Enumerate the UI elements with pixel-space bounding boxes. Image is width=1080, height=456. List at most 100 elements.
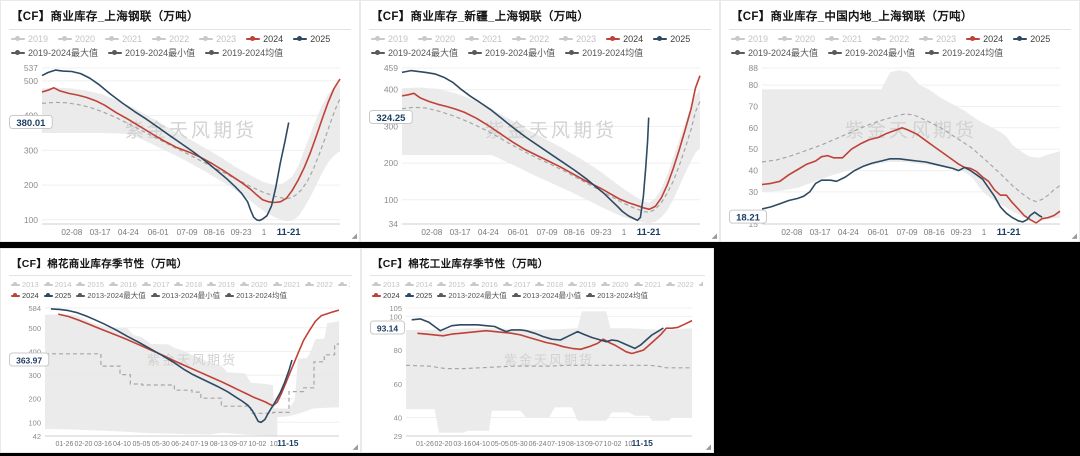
y-axis-tick-label: 500	[24, 76, 38, 86]
legend-item[interactable]: 2020	[239, 280, 268, 289]
x-axis-tick-label: 02-08	[61, 228, 82, 237]
legend-row: 2019-2024最大值 2019-2024最小值 2019-2024均值	[731, 46, 1069, 59]
x-axis-tick-label: 10	[625, 441, 633, 448]
x-axis-tick-label: 09-07	[585, 441, 603, 448]
chart-svg: 459 400 300 200 100 34 紫金天风期货 02-08 03-17 04-24 06…	[369, 63, 701, 238]
legend-item[interactable]: 2025	[404, 291, 432, 300]
legend-item[interactable]: 2024	[246, 34, 283, 44]
legend-item[interactable]: 2019-2024均值	[565, 46, 643, 59]
legend-item[interactable]: 2020	[600, 280, 629, 289]
legend-item[interactable]: 2024	[372, 291, 400, 300]
legend-item[interactable]: 2018	[535, 280, 563, 289]
legend-item[interactable]: 2025	[1013, 34, 1050, 44]
resize-handle-icon[interactable]: ◢	[351, 233, 357, 240]
legend-label: 2024	[22, 291, 39, 300]
minmax-band	[762, 70, 1060, 221]
legend-item[interactable]: 2022	[666, 280, 694, 289]
legend-item[interactable]: 2019	[207, 280, 235, 289]
legend-item[interactable]: 2019-2024均值	[205, 46, 283, 59]
legend-label: 2013-2024最小值	[161, 291, 221, 300]
resize-handle-icon[interactable]: ◢	[352, 444, 358, 451]
chart-plot: 584 500 400 300 200 100 42 紫金天风期货 01-26 02-20 03-1…	[9, 303, 352, 450]
legend-item[interactable]: 2023	[919, 34, 956, 44]
legend-item[interactable]: 2016	[109, 280, 137, 289]
resize-handle-icon[interactable]: ◢	[1071, 233, 1077, 240]
legend-item[interactable]: 2013-2024均值	[225, 290, 287, 301]
resize-handle-icon[interactable]: ◢	[711, 233, 717, 240]
legend-item[interactable]: 2024	[966, 34, 1003, 44]
x-axis-tick-label: 08-16	[204, 228, 225, 237]
current-value-label: 93.14	[377, 324, 399, 334]
legend-item[interactable]: 2019-2024最大值	[371, 46, 458, 59]
legend-item[interactable]: 2025	[43, 291, 71, 300]
legend-item[interactable]: 2013	[11, 280, 39, 289]
legend-item[interactable]: 2019	[11, 34, 48, 44]
x-axis-tick-label: 05-30	[152, 441, 170, 448]
legend-item[interactable]: 2017	[141, 280, 169, 289]
legend-item[interactable]: 2020	[778, 34, 815, 44]
legend-item[interactable]: 2019-2024最大值	[731, 46, 818, 59]
chart-legend: 2019 2020 2021 2022 2023 2024 2025 2019-2024最大值…	[729, 30, 1071, 62]
legend-item[interactable]: 2019-2024最大值	[11, 46, 98, 59]
legend-item[interactable]: 2019	[371, 34, 408, 44]
legend-item[interactable]: 2013-2024最大值	[76, 290, 146, 301]
legend-item[interactable]: 2021	[825, 34, 862, 44]
legend-item[interactable]: 2023	[337, 280, 350, 289]
legend-item[interactable]: 2023	[698, 280, 703, 289]
bottom-chart-row: 【CF】棉花商业库存季节性（万吨） 2013 2014 2015 2016 2017 20…	[0, 248, 1080, 453]
legend-item[interactable]: 2019-2024均值	[925, 46, 1003, 59]
legend-marker-icon	[11, 293, 20, 297]
legend-marker-icon	[404, 282, 414, 286]
legend-item[interactable]: 2019-2024最小值	[828, 46, 915, 59]
legend-item[interactable]: 2015	[76, 280, 104, 289]
legend-label: 2014	[415, 280, 433, 289]
legend-item[interactable]: 2022	[305, 280, 333, 289]
legend-item[interactable]: 2014	[43, 280, 71, 289]
x-axis-tick-label: 03-16	[94, 441, 112, 448]
legend-label: 2022	[677, 280, 694, 289]
legend-item[interactable]: 2013-2024最大值	[437, 290, 507, 301]
legend-item[interactable]: 2016	[470, 280, 498, 289]
legend-item[interactable]: 2024	[11, 291, 39, 300]
legend-item[interactable]: 2018	[174, 280, 202, 289]
legend-item[interactable]: 2020	[418, 34, 455, 44]
legend-item[interactable]: 2014	[404, 280, 433, 289]
legend-item[interactable]: 2023	[199, 34, 236, 44]
legend-item[interactable]: 2024	[606, 34, 643, 44]
legend-item[interactable]: 2013-2024最小值	[511, 290, 581, 301]
y-axis-tick-label: 15	[749, 219, 759, 229]
legend-item[interactable]: 2019-2024最小值	[468, 46, 555, 59]
legend-marker-icon	[606, 36, 621, 41]
legend-item[interactable]: 2022	[872, 34, 909, 44]
legend-item[interactable]: 2025	[653, 34, 690, 44]
x-axis-tick-label: 09-23	[951, 228, 972, 237]
chart-legend: 2019 2020 2021 2022 2023 2024 2025 2019-2024最大值…	[9, 30, 351, 62]
legend-item[interactable]: 2022	[512, 34, 549, 44]
legend-item[interactable]: 2013	[372, 280, 400, 289]
legend-marker-icon	[207, 282, 217, 286]
x-axis-tick-label: 01-26	[55, 441, 73, 448]
legend-item[interactable]: 2013-2024均值	[586, 290, 648, 301]
legend-item[interactable]: 2015	[437, 280, 465, 289]
legend-item[interactable]: 2021	[272, 280, 300, 289]
legend-item[interactable]: 2020	[58, 34, 95, 44]
minmax-band	[406, 311, 692, 433]
legend-item[interactable]: 2019	[731, 34, 768, 44]
legend-item[interactable]: 2025	[293, 34, 330, 44]
x-axis-tick-label: 1	[622, 228, 627, 237]
legend-label: 2021	[482, 34, 503, 44]
resize-handle-icon[interactable]: ◢	[705, 444, 711, 451]
legend-item[interactable]: 2021	[105, 34, 142, 44]
legend-label: 2023	[216, 34, 237, 44]
legend-item[interactable]: 2021	[465, 34, 502, 44]
x-axis-tick-label: 08-16	[924, 228, 945, 237]
legend-item[interactable]: 2022	[152, 34, 189, 44]
legend-item[interactable]: 2017	[502, 280, 530, 289]
legend-item[interactable]: 2023	[559, 34, 596, 44]
legend-label: 2019-2024最大值	[748, 48, 819, 58]
legend-item[interactable]: 2013-2024最小值	[150, 290, 221, 301]
legend-item[interactable]: 2021	[633, 280, 661, 289]
legend-item[interactable]: 2019-2024最小值	[108, 46, 195, 59]
legend-item[interactable]: 2019	[568, 280, 596, 289]
